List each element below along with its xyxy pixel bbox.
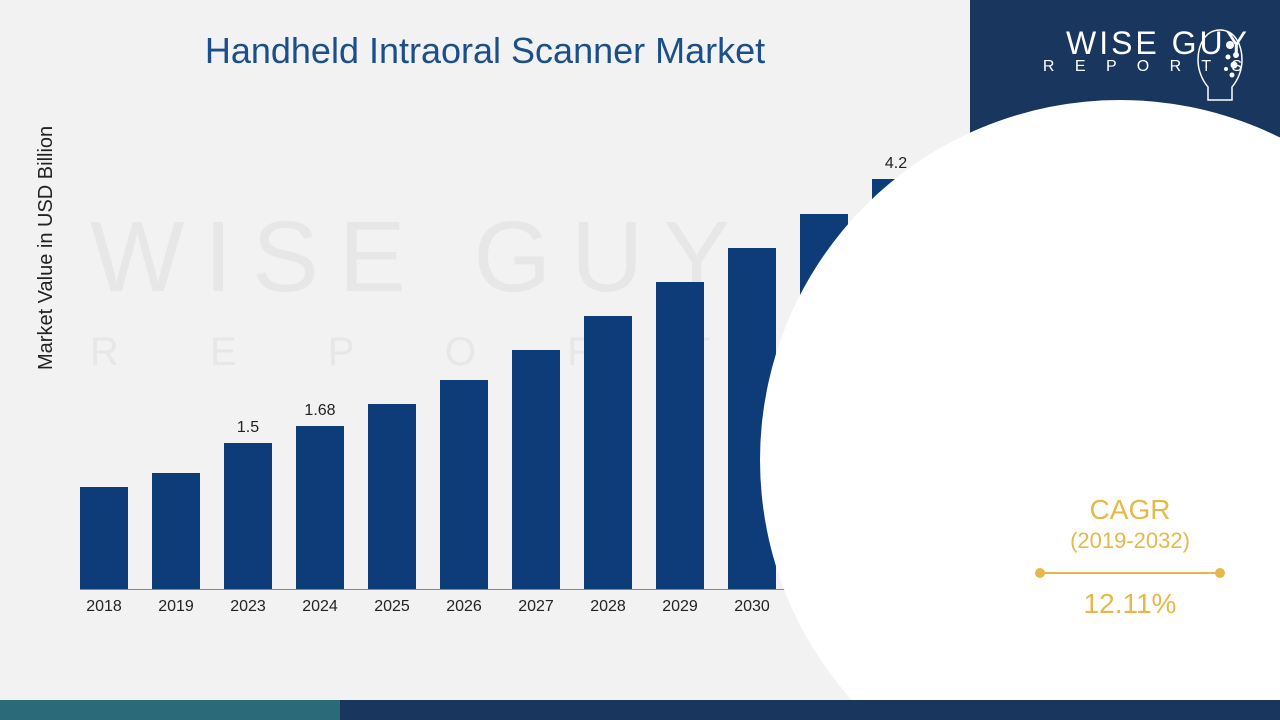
bar xyxy=(296,426,344,590)
bar-value-label: 1.5 xyxy=(224,419,272,443)
x-tick-label: 2027 xyxy=(512,590,560,616)
bar-wrap: 2027 xyxy=(512,350,560,590)
bar xyxy=(152,473,200,590)
cagr-divider xyxy=(1040,572,1220,574)
bar xyxy=(656,282,704,590)
bar-wrap: 2029 xyxy=(656,282,704,590)
right-panel: WISE GUY R E P O R T S CAGR (2019-2032) … xyxy=(970,0,1280,700)
cagr-label: CAGR xyxy=(1020,494,1240,526)
logo: WISE GUY R E P O R T S xyxy=(990,25,1250,76)
x-tick-label: 2026 xyxy=(440,590,488,616)
bar-wrap: 2026 xyxy=(440,380,488,590)
bar xyxy=(224,443,272,590)
bar-wrap: 1.52023 xyxy=(224,443,272,590)
x-tick-label: 2025 xyxy=(368,590,416,616)
bar xyxy=(368,404,416,590)
bar xyxy=(584,316,632,590)
bar-wrap: 1.682024 xyxy=(296,426,344,590)
page-root: Handheld Intraoral Scanner Market WISE G… xyxy=(0,0,1280,720)
x-tick-label: 2024 xyxy=(296,590,344,616)
x-tick-label: 2028 xyxy=(584,590,632,616)
x-tick-label: 2030 xyxy=(728,590,776,616)
x-tick-label: 2023 xyxy=(224,590,272,616)
x-tick-label: 2018 xyxy=(80,590,128,616)
bar-wrap: 2018 xyxy=(80,487,128,590)
cagr-block: CAGR (2019-2032) 12.11% xyxy=(1020,494,1240,620)
cagr-years: (2019-2032) xyxy=(1020,528,1240,554)
bar-wrap: 2028 xyxy=(584,316,632,590)
cagr-value: 12.11% xyxy=(1020,588,1240,620)
x-tick-label: 2029 xyxy=(656,590,704,616)
bar-value-label: 1.68 xyxy=(296,402,344,426)
bottom-accent xyxy=(0,700,340,720)
y-axis-label: Market Value in USD Billion xyxy=(35,126,58,370)
x-tick-label: 2019 xyxy=(152,590,200,616)
bar xyxy=(80,487,128,590)
head-icon xyxy=(1190,25,1250,105)
bar-wrap: 2025 xyxy=(368,404,416,590)
bar-wrap: 2019 xyxy=(152,473,200,590)
bar xyxy=(440,380,488,590)
bar xyxy=(512,350,560,590)
chart-title: Handheld Intraoral Scanner Market xyxy=(0,30,970,72)
